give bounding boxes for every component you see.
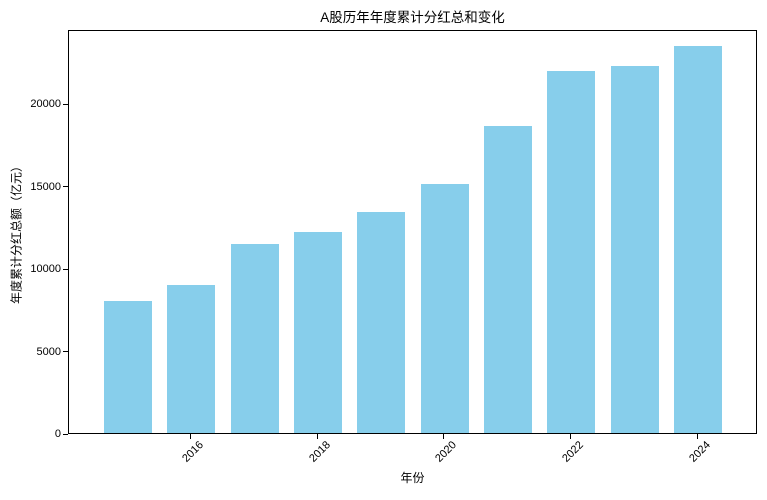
y-axis-label: 年度累计分红总额（亿元） [9,159,24,305]
bar-2016 [167,284,216,433]
bar-2017 [230,244,279,433]
x-tick-mark-2016 [189,434,191,439]
y-tick-mark-0 [63,433,68,435]
x-tick-label-2022: 2022 [559,439,586,465]
x-tick-mark-2020 [443,434,445,439]
bar-2019 [357,212,406,433]
x-tick-label-2024: 2024 [686,439,713,465]
y-tick-label-0: 0 [54,428,61,440]
x-tick-label-2020: 2020 [433,439,460,465]
bar-2020 [420,184,469,433]
x-axis-label: 年份 [400,471,425,485]
bar-2024 [673,46,722,433]
bar-2022 [547,71,596,433]
y-tick-label-15000: 15000 [30,180,61,193]
y-tick-mark-15000 [63,186,68,188]
chart-title: A股历年年度累计分红总和变化 [320,10,505,25]
plot-area [68,30,757,434]
y-tick-label-5000: 5000 [36,345,61,358]
bar-2018 [293,231,342,433]
bar-2021 [483,126,532,433]
x-tick-mark-2024 [696,434,698,439]
bar-2015 [104,301,152,433]
x-tick-mark-2022 [569,434,571,439]
y-tick-mark-10000 [63,268,68,270]
y-tick-mark-20000 [63,103,68,105]
y-tick-label-20000: 20000 [30,98,61,111]
x-tick-mark-2018 [316,434,318,439]
x-tick-label-2016: 2016 [179,439,206,465]
y-tick-mark-5000 [63,351,68,353]
x-tick-label-2018: 2018 [306,439,333,465]
y-tick-label-10000: 10000 [30,263,61,276]
bar-2023 [610,66,659,433]
